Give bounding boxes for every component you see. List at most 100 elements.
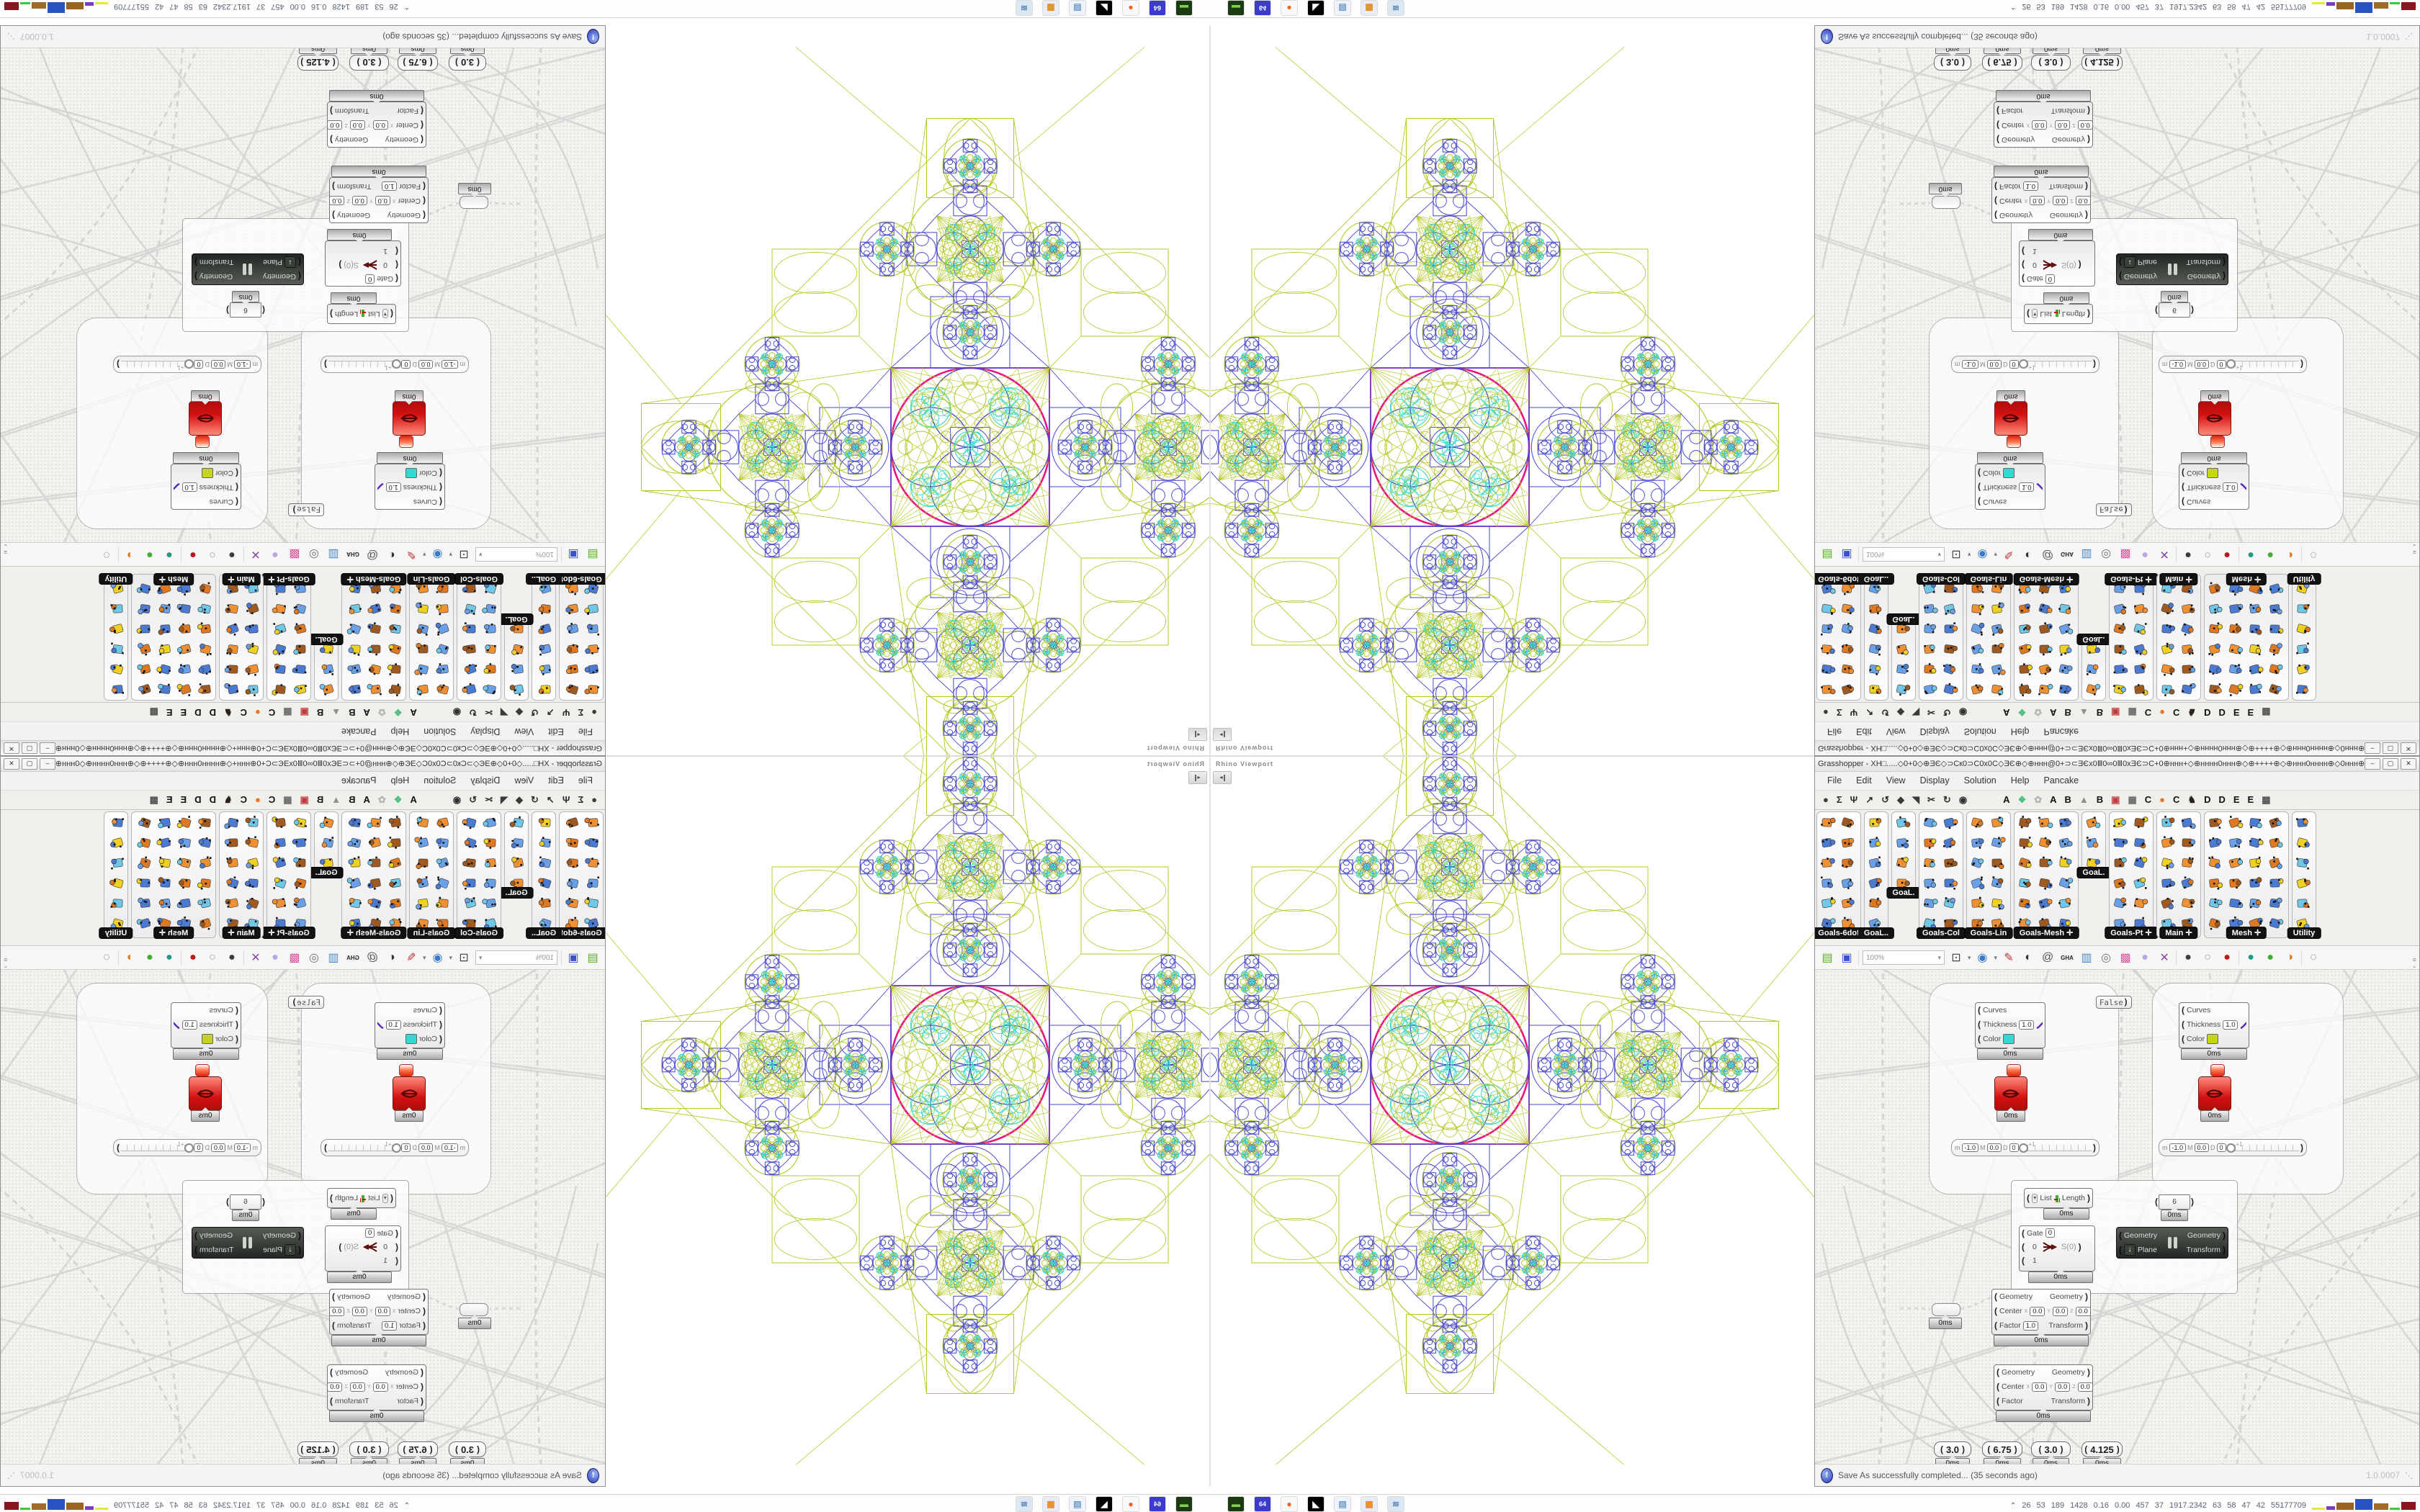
component-icon[interactable] bbox=[2226, 834, 2245, 852]
component-icon[interactable] bbox=[2016, 914, 2035, 933]
pane-collapse-button[interactable]: ◂ bbox=[1188, 771, 1207, 784]
gate-value[interactable]: 0 bbox=[2045, 1228, 2056, 1238]
mountain-tab-icon[interactable]: ▲ bbox=[331, 794, 341, 806]
gh-canvas[interactable]: False) (Curves (Thickness 1.0 (Color 0ms … bbox=[1, 970, 605, 1464]
component-icon[interactable] bbox=[175, 854, 194, 873]
component-icon[interactable] bbox=[2226, 854, 2245, 873]
component-icon[interactable] bbox=[1839, 639, 1857, 658]
script-icon[interactable]: ≋ bbox=[1016, 0, 1033, 17]
curve-tab-icon[interactable]: ↺ bbox=[530, 707, 539, 719]
component-icon[interactable] bbox=[1894, 834, 1912, 852]
component-icon[interactable] bbox=[2206, 814, 2225, 832]
mesh-tab-icon[interactable]: ◥ bbox=[1912, 707, 1920, 719]
digits-value[interactable]: 0 bbox=[194, 359, 204, 369]
component-icon[interactable] bbox=[2267, 854, 2285, 873]
component-icon[interactable] bbox=[1894, 639, 1912, 658]
component-icon[interactable] bbox=[413, 814, 431, 832]
component-icon[interactable] bbox=[2267, 894, 2285, 913]
mesh-tab-icon[interactable]: ◥ bbox=[1912, 793, 1920, 805]
status-resize-grip[interactable]: ⋱ bbox=[6, 1471, 15, 1480]
panel-group-label[interactable]: Goals-Mesh ✛ bbox=[341, 927, 407, 940]
tab-a1[interactable]: A bbox=[410, 794, 417, 806]
half-ball-icon[interactable]: ◑ bbox=[2286, 951, 2293, 964]
tab-a2[interactable]: A bbox=[363, 794, 370, 806]
component-icon[interactable] bbox=[2267, 660, 2285, 678]
wire-display-icon[interactable]: ✕ bbox=[251, 952, 261, 965]
cluster-white-icon[interactable]: ○ bbox=[2204, 548, 2211, 561]
error-ball-icon[interactable]: ● bbox=[189, 548, 197, 561]
menu-item-solution[interactable]: Solution bbox=[424, 726, 457, 737]
save-icon[interactable]: ▣ bbox=[568, 547, 579, 560]
component-icon[interactable] bbox=[1941, 874, 1960, 893]
digits-value[interactable]: 0 bbox=[401, 1143, 411, 1153]
preview-eye-icon[interactable]: ◉ bbox=[1977, 547, 1988, 560]
component-icon[interactable] bbox=[2179, 854, 2197, 873]
component-icon[interactable] bbox=[508, 639, 526, 658]
firefox-icon[interactable]: ● bbox=[1122, 1495, 1139, 1512]
error-ball-icon[interactable]: ● bbox=[2223, 548, 2231, 561]
component-icon[interactable] bbox=[195, 814, 214, 832]
component-icon[interactable] bbox=[480, 599, 499, 618]
plugin-leaf-tab-icon[interactable]: ❖ bbox=[2017, 793, 2027, 805]
plugin-leaf-tab-icon[interactable]: ❖ bbox=[393, 707, 403, 719]
capsule-component[interactable] bbox=[1932, 195, 1960, 209]
kangaroo-tab-icon[interactable]: ♞ bbox=[223, 707, 233, 719]
color-swatch[interactable] bbox=[201, 467, 213, 478]
component-icon[interactable] bbox=[1941, 894, 1960, 913]
panel-group-label[interactable]: GoaL.. bbox=[525, 927, 563, 940]
component-icon[interactable] bbox=[2267, 680, 2285, 698]
x-value[interactable]: 0.0 bbox=[2032, 1382, 2048, 1392]
plugin-leaf-tab-icon[interactable]: ❖ bbox=[2017, 707, 2027, 719]
transform-tab-icon[interactable]: ↻ bbox=[469, 793, 478, 805]
gate-value[interactable]: 0 bbox=[364, 274, 375, 284]
component-icon[interactable] bbox=[2016, 680, 2035, 698]
floppy64-icon[interactable]: 64 bbox=[1254, 0, 1271, 17]
component-icon[interactable] bbox=[413, 619, 431, 638]
sketch-pen-icon[interactable]: ✎ bbox=[406, 547, 416, 560]
component-icon[interactable] bbox=[460, 579, 479, 598]
component-icon[interactable] bbox=[1866, 834, 1885, 852]
slider-knob[interactable] bbox=[2226, 359, 2236, 369]
min-value[interactable]: -1.0 bbox=[233, 1143, 251, 1153]
panel-group-label[interactable]: Goals-Pt ✛ bbox=[262, 927, 315, 940]
ellipse-tab-icon[interactable]: ● bbox=[254, 706, 261, 718]
component-icon[interactable] bbox=[1989, 874, 2007, 893]
minimize-button[interactable]: – bbox=[2365, 742, 2380, 755]
component-icon[interactable] bbox=[175, 599, 194, 618]
component-icon[interactable] bbox=[563, 680, 581, 698]
component-icon[interactable] bbox=[223, 894, 241, 913]
emulator-icon[interactable]: ▬ bbox=[1175, 1495, 1193, 1512]
maximize-button[interactable]: ▢ bbox=[2383, 757, 2398, 770]
menu-item-display[interactable]: Display bbox=[470, 726, 501, 737]
y-value[interactable]: 0.0 bbox=[349, 120, 365, 130]
component-icon[interactable] bbox=[1839, 854, 1857, 873]
component-icon[interactable] bbox=[2246, 639, 2265, 658]
finder-icon[interactable]: ◎ bbox=[2101, 547, 2112, 560]
ok-ball-icon[interactable]: ● bbox=[166, 548, 173, 561]
shield-tab-icon[interactable]: ▣ bbox=[300, 707, 309, 719]
floppy64-icon[interactable]: 64 bbox=[1254, 1495, 1271, 1512]
component-icon[interactable] bbox=[2246, 599, 2265, 618]
component-icon[interactable] bbox=[480, 680, 499, 698]
component-icon[interactable] bbox=[2016, 579, 2035, 598]
component-icon[interactable] bbox=[433, 854, 452, 873]
component-icon[interactable] bbox=[1989, 599, 2007, 618]
zoom-combo[interactable]: 100% ▾ bbox=[1863, 950, 1945, 966]
component-icon[interactable] bbox=[2294, 619, 2313, 638]
panel-group-label[interactable]: GoaL.. bbox=[1857, 927, 1895, 940]
min-value[interactable]: -1.0 bbox=[1961, 1143, 1979, 1153]
component-icon[interactable] bbox=[2016, 639, 2035, 658]
thickness-value[interactable]: 1.0 bbox=[385, 482, 401, 492]
exposure-icon[interactable]: ◐ bbox=[388, 951, 395, 964]
maximize-button[interactable]: ▢ bbox=[22, 757, 37, 770]
wolf-icon[interactable]: ◣ bbox=[1095, 1495, 1113, 1512]
params-tab-icon[interactable]: ● bbox=[591, 794, 597, 806]
ellipse-tab-icon[interactable]: ● bbox=[254, 794, 261, 806]
component-icon[interactable] bbox=[290, 894, 309, 913]
wire-display-icon[interactable]: ✕ bbox=[2159, 952, 2169, 965]
component-icon[interactable] bbox=[1968, 660, 1987, 678]
intersect-tab-icon[interactable]: ✂ bbox=[485, 793, 493, 805]
component-icon[interactable] bbox=[1989, 834, 2007, 852]
component-icon[interactable] bbox=[135, 619, 153, 638]
